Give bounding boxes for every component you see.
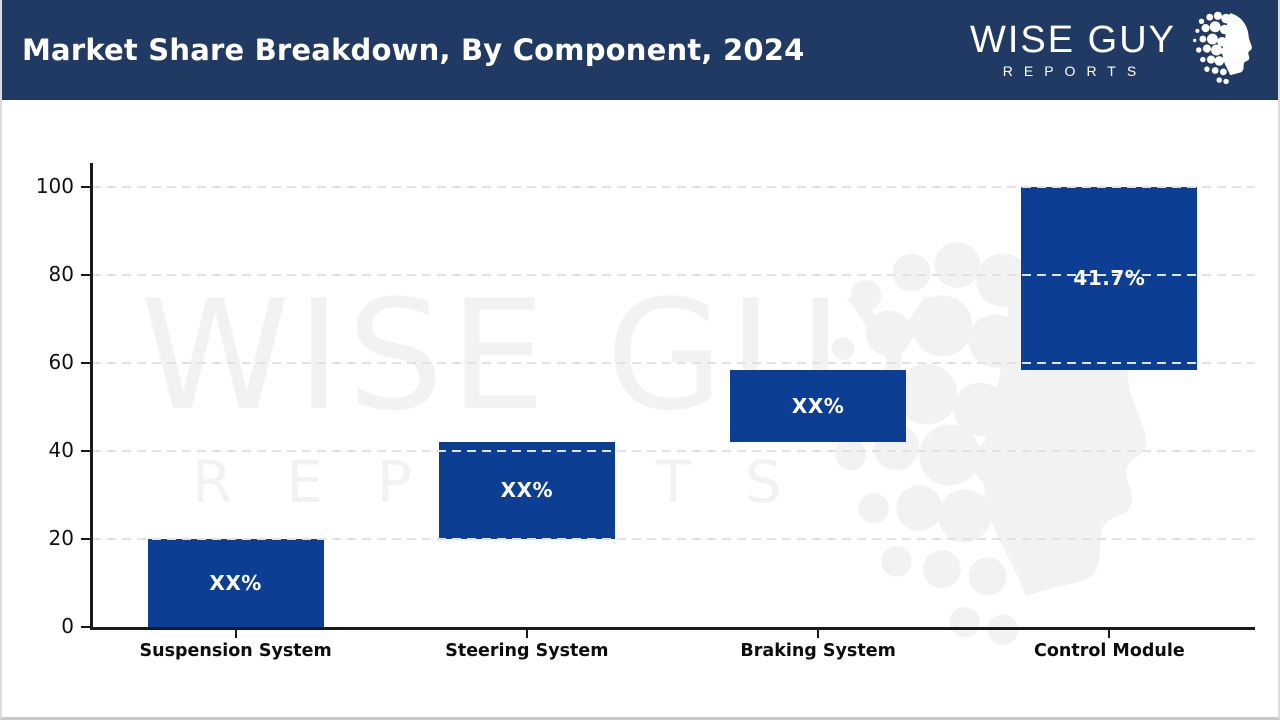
x-category-label: Control Module — [1034, 641, 1185, 661]
y-tick-label: 20 — [48, 525, 74, 550]
x-category-label: Suspension System — [139, 641, 332, 661]
gridline-60 — [92, 361, 1255, 364]
x-tick — [1108, 630, 1111, 638]
gridline-40 — [92, 449, 1255, 452]
bar-value-label: XX% — [791, 394, 845, 419]
chart-area: WISE GUY REPORTS XX%Suspension SystemXX%… — [2, 100, 1278, 717]
y-tick-label: 80 — [48, 261, 74, 286]
bar-braking-system: XX% — [730, 370, 907, 442]
bar-value-label: 41.7% — [1073, 266, 1146, 291]
x-tick — [525, 630, 528, 638]
bar-suspension-system: XX% — [147, 538, 324, 627]
header-bar: Market Share Breakdown, By Component, 20… — [2, 0, 1278, 100]
gridline-20 — [92, 537, 1255, 540]
x-category-label: Steering System — [445, 641, 609, 661]
y-tick — [81, 537, 90, 540]
gridline-100 — [92, 185, 1255, 188]
x-category-label: Braking System — [740, 641, 896, 661]
y-tick — [81, 361, 90, 364]
logo-text: WISE GUY REPORTS — [970, 21, 1176, 79]
y-tick-label: 0 — [61, 614, 74, 638]
y-tick-label: 40 — [48, 437, 74, 462]
x-tick — [234, 630, 237, 638]
bar-value-label: XX% — [209, 570, 262, 595]
x-axis-spine — [90, 627, 1255, 630]
logo-head-icon — [1180, 9, 1264, 91]
bar-control-module: 41.7% — [1021, 186, 1198, 371]
plot: XX% Suspension System XX% Steering System XX… — [2, 100, 1278, 717]
y-axis-spine — [90, 163, 93, 630]
y-tick — [81, 273, 90, 276]
logo-subtitle: REPORTS — [1002, 63, 1148, 79]
logo-wordmark: WISE GUY — [969, 19, 1176, 61]
chart-title: Market Share Breakdown, By Component, 20… — [22, 33, 805, 67]
y-tick — [81, 449, 90, 452]
y-tick — [81, 626, 90, 628]
x-tick — [817, 630, 820, 638]
y-tick — [81, 185, 90, 188]
bar-steering-system: XX% — [438, 441, 615, 539]
brand-logo: WISE GUY REPORTS — [970, 9, 1264, 91]
gridline-80 — [92, 273, 1255, 276]
y-tick-label: 100 — [35, 173, 74, 198]
bar-value-label: XX% — [500, 478, 554, 503]
y-tick-label: 60 — [48, 349, 74, 374]
